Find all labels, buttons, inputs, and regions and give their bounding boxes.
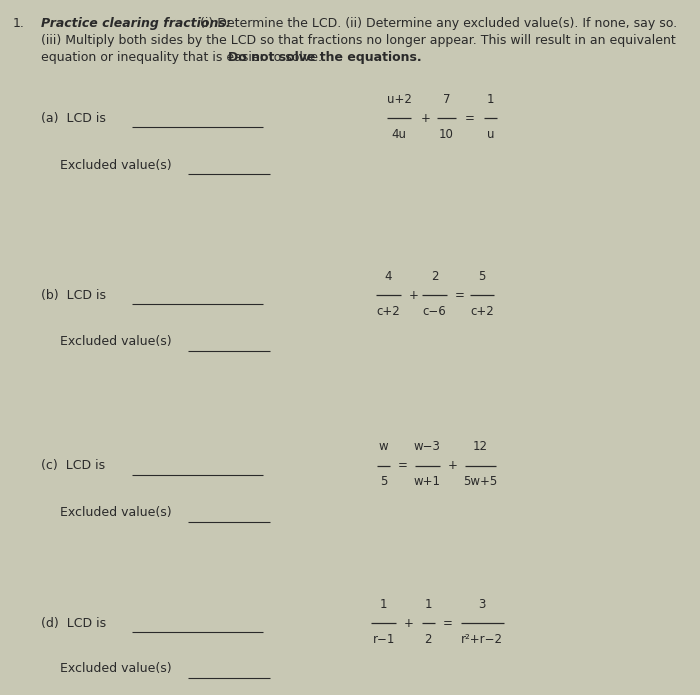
Text: 1: 1 (487, 92, 495, 106)
Text: c+2: c+2 (470, 305, 494, 318)
Text: Do not solve the equations.: Do not solve the equations. (228, 51, 422, 64)
Text: +: + (447, 459, 457, 472)
Text: +: + (404, 617, 414, 630)
Text: (iii) Multiply both sides by the LCD so that fractions no longer appear. This wi: (iii) Multiply both sides by the LCD so … (41, 34, 676, 47)
Text: Excluded value(s): Excluded value(s) (60, 159, 171, 172)
Text: 1: 1 (424, 598, 432, 611)
Text: w: w (379, 440, 389, 453)
Text: 1.: 1. (13, 17, 25, 31)
Text: +: + (409, 289, 419, 302)
Text: r−1: r−1 (372, 633, 395, 646)
Text: r²+r−2: r²+r−2 (461, 633, 503, 646)
Text: u+2: u+2 (386, 92, 412, 106)
Text: Excluded value(s): Excluded value(s) (60, 662, 171, 675)
Text: Practice clearing fractions:: Practice clearing fractions: (41, 17, 230, 31)
Text: Excluded value(s): Excluded value(s) (60, 336, 171, 348)
Text: (a)  LCD is: (a) LCD is (41, 112, 106, 124)
Text: equation or inequality that is easier to solve.: equation or inequality that is easier to… (41, 51, 326, 64)
Text: Excluded value(s): Excluded value(s) (60, 507, 171, 519)
Text: =: = (454, 289, 465, 302)
Text: 10: 10 (439, 128, 454, 141)
Text: =: = (442, 617, 452, 630)
Text: 5: 5 (380, 475, 387, 489)
Text: (i) Determine the LCD. (ii) Determine any excluded value(s). If none, say so.: (i) Determine the LCD. (ii) Determine an… (196, 17, 677, 31)
Text: 7: 7 (442, 92, 450, 106)
Text: w+1: w+1 (414, 475, 441, 489)
Text: 1: 1 (380, 598, 387, 611)
Text: 5w+5: 5w+5 (463, 475, 497, 489)
Text: c−6: c−6 (423, 305, 447, 318)
Text: =: = (398, 459, 407, 472)
Text: 4: 4 (385, 270, 392, 283)
Text: (b)  LCD is: (b) LCD is (41, 289, 106, 302)
Text: (c)  LCD is: (c) LCD is (41, 459, 105, 472)
Text: 2: 2 (424, 633, 432, 646)
Text: 2: 2 (430, 270, 438, 283)
Text: =: = (465, 112, 475, 124)
Text: (d)  LCD is: (d) LCD is (41, 617, 106, 630)
Text: 3: 3 (479, 598, 486, 611)
Text: 12: 12 (473, 440, 488, 453)
Text: 5: 5 (478, 270, 486, 283)
Text: w−3: w−3 (414, 440, 440, 453)
Text: u: u (487, 128, 495, 141)
Text: 4u: 4u (391, 128, 407, 141)
Text: c+2: c+2 (377, 305, 400, 318)
Text: +: + (421, 112, 430, 124)
